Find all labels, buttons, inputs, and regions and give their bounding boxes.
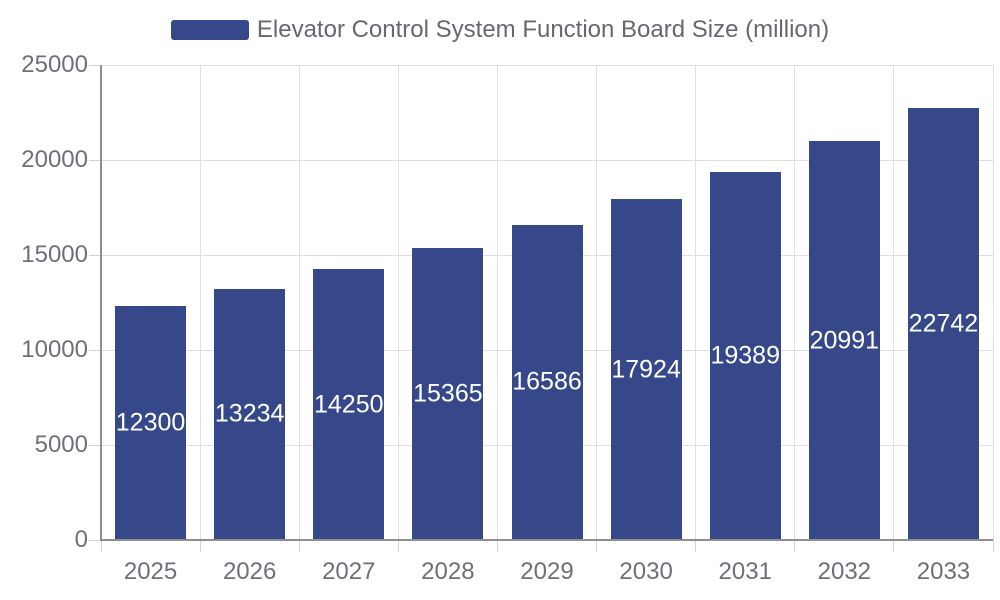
y-axis-line: [100, 65, 102, 541]
bar-2025[interactable]: [115, 306, 187, 540]
x-axis-tick: [695, 540, 697, 552]
bar-value-label: 15365: [413, 379, 483, 408]
bar-value-label: 17924: [611, 355, 681, 384]
y-axis-tick-label: 10000: [21, 336, 88, 363]
bar-2030[interactable]: [610, 199, 682, 540]
x-axis-tick: [496, 540, 498, 552]
bar-value-label: 12300: [115, 408, 186, 437]
bar-2031[interactable]: [709, 171, 781, 540]
x-gridline: [397, 65, 399, 540]
bar-2029[interactable]: [511, 224, 583, 540]
y-axis-tick: [89, 254, 101, 256]
y-axis-tick: [89, 349, 101, 351]
bar-2032[interactable]: [808, 141, 880, 540]
x-gridline: [794, 65, 796, 540]
y-gridline: [101, 159, 993, 161]
bar-2027[interactable]: [313, 269, 385, 540]
x-axis-tick: [596, 540, 598, 552]
y-axis-tick-label: 25000: [21, 51, 88, 78]
x-axis-tick: [100, 540, 102, 552]
x-gridline: [596, 65, 598, 540]
bar-value-label: 20991: [809, 326, 880, 355]
x-axis-category-label: 2029: [520, 558, 574, 585]
x-axis-category-label: 2031: [718, 558, 772, 585]
x-gridline: [695, 65, 697, 540]
x-axis-category-label: 2030: [619, 558, 673, 585]
y-gridline: [101, 64, 993, 66]
x-axis-category-label: 2033: [916, 558, 971, 585]
y-axis-tick-label: 5000: [34, 431, 88, 458]
bar-value-label: 16586: [512, 367, 582, 396]
x-axis-category-label: 2027: [322, 558, 376, 585]
x-axis-tick: [199, 540, 201, 552]
legend-label: Elevator Control System Function Board S…: [256, 16, 830, 43]
x-axis-line: [100, 539, 993, 541]
x-gridline: [992, 65, 994, 540]
x-gridline: [298, 65, 300, 540]
y-axis-tick: [89, 539, 101, 541]
y-axis-tick: [89, 159, 101, 161]
x-axis-category-label: 2025: [123, 558, 178, 585]
x-axis-tick: [893, 540, 895, 552]
x-gridline: [893, 65, 895, 540]
x-axis-tick: [794, 540, 796, 552]
y-axis-tick: [89, 444, 101, 446]
x-axis-category-label: 2028: [421, 558, 475, 585]
legend-swatch-icon: [170, 20, 249, 40]
bar-value-label: 19389: [710, 341, 780, 370]
x-axis-category-label: 2026: [222, 558, 277, 585]
bar-2033[interactable]: [907, 107, 979, 540]
x-axis-tick: [992, 540, 994, 552]
y-axis-tick-label: 15000: [21, 241, 88, 268]
bar-value-label: 14250: [314, 390, 384, 419]
y-axis-tick: [89, 64, 101, 66]
y-axis-tick-label: 0: [74, 526, 88, 553]
bar-value-label: 22742: [908, 309, 979, 338]
y-axis-tick-label: 20000: [21, 146, 88, 173]
x-axis-category-label: 2032: [817, 558, 872, 585]
x-gridline: [199, 65, 201, 540]
bar-2028[interactable]: [412, 248, 484, 540]
x-axis-tick: [397, 540, 399, 552]
bar-value-label: 13234: [214, 399, 285, 428]
x-gridline: [496, 65, 498, 540]
bar-2026[interactable]: [214, 288, 286, 540]
legend[interactable]: Elevator Control System Function Board S…: [0, 16, 1000, 44]
x-axis-tick: [298, 540, 300, 552]
